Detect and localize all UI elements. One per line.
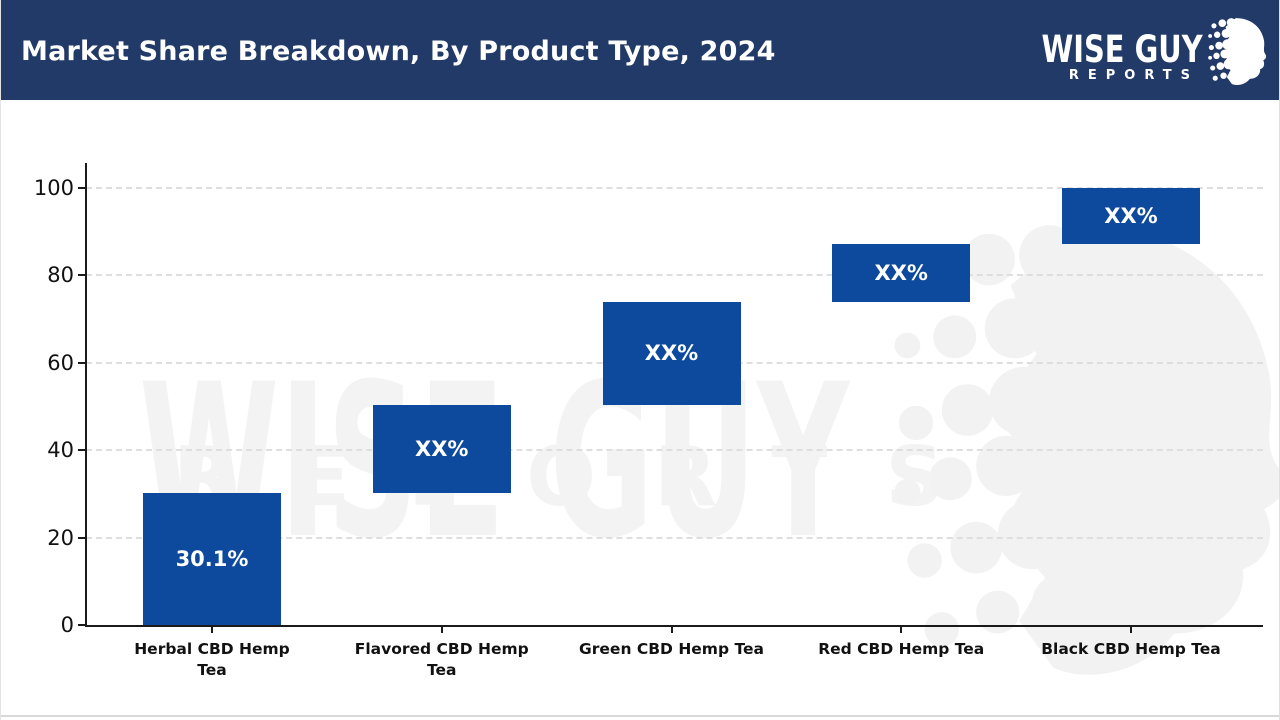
y-axis-tick xyxy=(78,361,86,364)
wiseguy-logo: WISE GUY REPORTS xyxy=(1021,6,1271,94)
y-axis-line xyxy=(85,163,87,627)
y-axis-tick xyxy=(78,624,86,626)
gridline xyxy=(86,449,1263,451)
x-axis-tick xyxy=(211,627,213,633)
bar-herbal-cbd-hemp-tea: 30.1% xyxy=(143,493,281,625)
x-axis-tick xyxy=(670,627,673,633)
category-label-red-cbd-hemp-tea: Red CBD Hemp Tea xyxy=(818,640,985,658)
y-axis-tick-label: 80 xyxy=(47,263,74,287)
y-axis-tick-label: 20 xyxy=(47,525,74,550)
wiseguy-head-icon xyxy=(1208,18,1267,86)
logo-subtext: REPORTS xyxy=(1068,68,1199,83)
category-label-green-cbd-hemp-tea: Green CBD Hemp Tea xyxy=(579,640,764,658)
gridline xyxy=(86,274,1263,276)
bar-value-label: XX% xyxy=(415,437,469,462)
y-axis-tick-label: 60 xyxy=(47,350,74,375)
bar-flavored-cbd-hemp-tea: XX% xyxy=(372,404,511,494)
y-axis-tick xyxy=(78,536,86,539)
x-axis-tick xyxy=(440,627,443,633)
x-axis-tick xyxy=(900,627,903,633)
bar-value-label: 30.1% xyxy=(175,547,249,572)
gridline xyxy=(86,536,1263,539)
y-axis-tick xyxy=(78,274,86,276)
logo-wordmark: WISE GUY xyxy=(1041,28,1203,71)
page-title: Market Share Breakdown, By Product Type,… xyxy=(21,36,776,67)
x-axis-line xyxy=(85,625,1263,627)
y-axis-tick-label: 40 xyxy=(47,438,74,462)
bar-black-cbd-hemp-tea: XX% xyxy=(1062,187,1200,244)
y-axis-tick-label: 0 xyxy=(60,613,74,637)
bar-value-label: XX% xyxy=(1104,203,1158,228)
y-axis-tick xyxy=(78,186,86,189)
category-label-herbal-cbd-hemp-tea: Herbal CBD Hemp Tea xyxy=(134,640,290,679)
header-bar: Market Share Breakdown, By Product Type,… xyxy=(1,0,1279,100)
x-axis-tick xyxy=(1130,627,1132,633)
gridline xyxy=(86,186,1263,189)
bottom-border xyxy=(1,715,1279,717)
category-label-flavored-cbd-hemp-tea: Flavored CBD Hemp Tea xyxy=(354,640,529,679)
bar-red-cbd-hemp-tea: XX% xyxy=(832,243,971,302)
bar-value-label: XX% xyxy=(644,341,699,366)
bar-value-label: XX% xyxy=(874,260,928,285)
category-label-black-cbd-hemp-tea: Black CBD Hemp Tea xyxy=(1041,640,1221,658)
y-axis-tick-label: 100 xyxy=(33,175,74,200)
bar-green-cbd-hemp-tea: XX% xyxy=(602,301,741,405)
y-axis-tick xyxy=(78,449,86,451)
